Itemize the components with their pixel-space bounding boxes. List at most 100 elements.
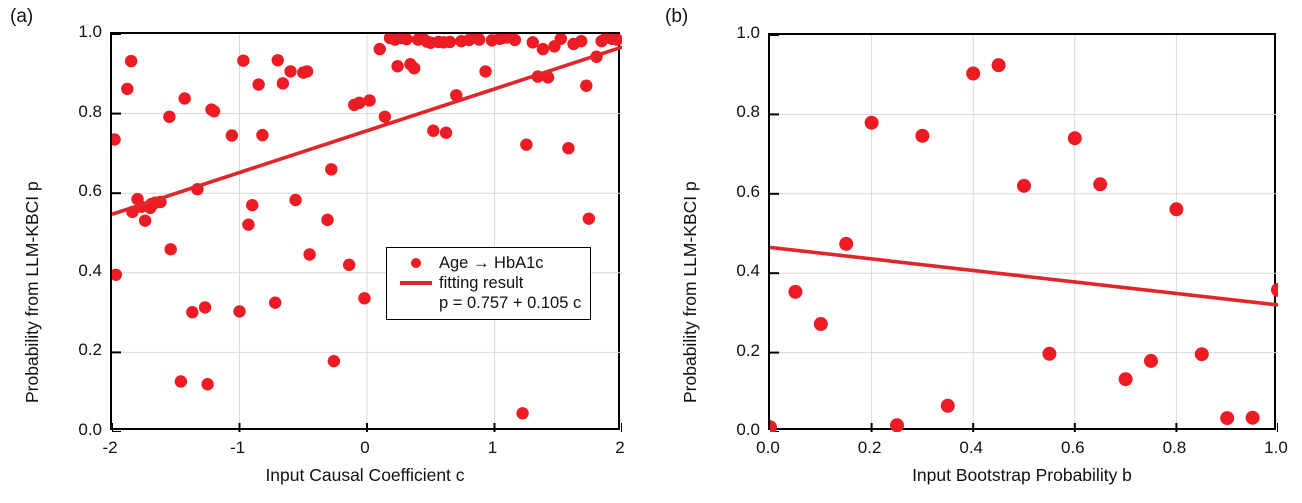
- x-tick-label: 0: [360, 438, 370, 457]
- data-point: [1017, 178, 1031, 193]
- data-point: [252, 78, 265, 91]
- y-tick-label: 0.0: [78, 420, 102, 439]
- legend-fit-line-icon: [395, 281, 437, 285]
- x-tick-label: 0.0: [756, 438, 780, 457]
- x-tick-label: 2: [615, 438, 625, 457]
- panel-a-y-axis-title: Probability from LLM-KBCI p: [22, 181, 42, 403]
- panel-b-plot-svg: [770, 35, 1278, 432]
- data-point: [233, 305, 246, 318]
- y-tick-label: 0.2: [78, 340, 102, 360]
- y-tick-label: 1.0: [78, 22, 102, 41]
- data-point: [269, 296, 282, 309]
- y-tick-label: 0.8: [78, 101, 102, 121]
- y-tick-label: 0.0: [736, 420, 760, 439]
- data-point: [526, 36, 539, 49]
- data-point: [276, 77, 290, 90]
- data-point: [246, 198, 259, 212]
- data-point: [788, 284, 803, 299]
- panel-a-plot-area: [110, 32, 622, 432]
- data-point: [373, 42, 386, 56]
- data-point: [915, 128, 930, 143]
- legend-fit-equation: p = 0.757 + 0.105 c: [439, 294, 582, 312]
- data-point: [1194, 347, 1209, 362]
- y-tick-label: 0.4: [78, 260, 102, 280]
- data-point: [300, 65, 314, 78]
- y-tick-label: 0.2: [736, 340, 760, 360]
- data-point: [1169, 202, 1184, 217]
- y-tick-label: 1.0: [736, 23, 760, 42]
- data-point: [1220, 411, 1235, 426]
- data-point: [554, 34, 567, 45]
- data-point: [536, 42, 550, 56]
- panel-a-x-axis-title: Input Causal Coefficient c: [265, 465, 465, 485]
- legend-entry-fit: fitting result: [395, 273, 581, 293]
- y-tick-label: 0.6: [736, 181, 760, 201]
- data-point: [242, 218, 255, 231]
- data-point: [178, 92, 191, 105]
- data-point: [284, 65, 297, 78]
- x-tick-label: 0.4: [959, 438, 983, 457]
- data-point: [582, 212, 596, 225]
- data-point: [1118, 372, 1133, 387]
- data-point: [991, 58, 1006, 73]
- data-point: [940, 398, 955, 413]
- legend-entry-scatter: Age → HbA1c: [395, 253, 581, 273]
- x-tick-label: 1.0: [1264, 438, 1288, 457]
- data-point: [508, 34, 522, 47]
- data-point: [186, 306, 199, 319]
- data-point: [443, 35, 457, 49]
- data-point: [391, 60, 404, 73]
- panel-b-x-axis-title: Input Bootstrap Probability b: [912, 465, 1132, 485]
- fit-line: [770, 245, 1278, 307]
- data-point: [164, 243, 177, 256]
- data-point: [1093, 177, 1108, 192]
- data-point: [353, 96, 366, 110]
- data-point: [121, 82, 134, 96]
- data-point: [1067, 131, 1082, 146]
- data-point: [271, 54, 284, 67]
- data-point: [1245, 410, 1260, 425]
- data-point: [966, 66, 981, 81]
- panel-a-label: (a): [10, 6, 34, 27]
- data-point: [198, 301, 212, 314]
- data-point: [112, 133, 121, 146]
- data-point: [303, 248, 316, 261]
- panel-b-plot-area: [768, 33, 1278, 432]
- data-point: [1144, 353, 1158, 368]
- data-point: [325, 163, 338, 176]
- data-point: [813, 317, 828, 332]
- data-point: [839, 236, 854, 251]
- data-point: [516, 407, 529, 420]
- x-tick-label: -1: [229, 438, 246, 457]
- y-tick-label: 0.4: [736, 261, 760, 281]
- panel-b: (b) 0.0 0.2 0.4 0.6 0.8 1.0 0.0 0.2 0.4 0.6 0.8 1.…: [651, 0, 1302, 503]
- data-point: [163, 110, 176, 123]
- legend-fit-label: fitting result: [439, 273, 524, 292]
- panel-b-y-axis-title: Probability from LLM-KBCI p: [680, 181, 700, 403]
- data-point: [321, 213, 334, 227]
- legend-scatter-label: Age → HbA1c: [439, 253, 544, 272]
- data-point: [124, 54, 138, 68]
- x-tick-label: 0.8: [1162, 438, 1187, 457]
- data-point: [378, 110, 392, 123]
- data-point: [479, 65, 492, 78]
- data-point: [342, 258, 356, 272]
- data-point: [1042, 346, 1057, 361]
- panel-b-label: (b): [665, 6, 689, 27]
- data-point: [358, 292, 371, 305]
- x-tick-label: 1: [487, 438, 498, 457]
- data-point: [473, 34, 486, 46]
- x-tick-label: 0.2: [857, 438, 882, 457]
- data-point: [439, 126, 453, 139]
- data-point: [207, 105, 221, 118]
- data-point: [138, 214, 152, 227]
- data-point: [580, 79, 593, 92]
- data-point: [427, 124, 440, 137]
- data-point: [575, 34, 588, 48]
- data-point: [256, 128, 269, 142]
- data-point: [363, 94, 376, 107]
- data-point: [407, 62, 421, 75]
- legend-scatter-marker-icon: [395, 258, 437, 268]
- x-tick-label: 0.6: [1060, 438, 1085, 457]
- data-point: [1271, 282, 1278, 297]
